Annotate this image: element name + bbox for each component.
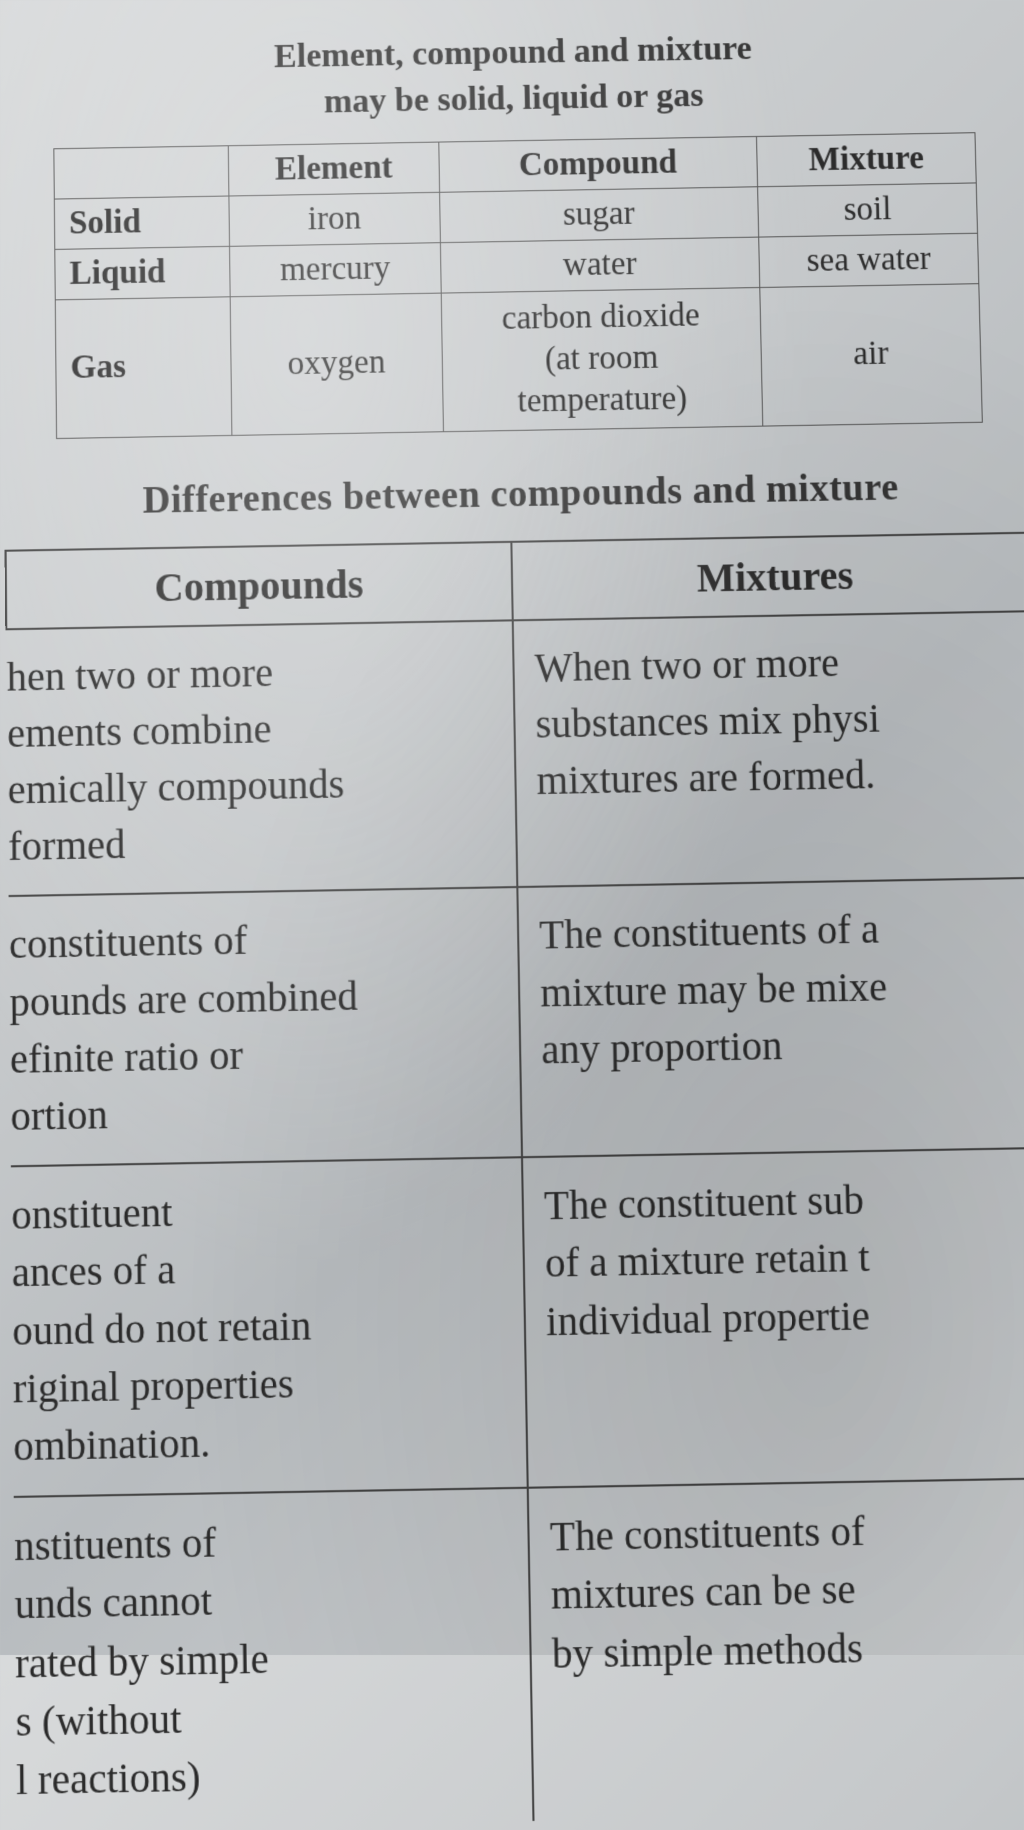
cell: soil xyxy=(758,183,978,237)
cell: hen two or moreements combineemically co… xyxy=(6,620,517,896)
header-element: Element xyxy=(228,142,439,196)
header-mixtures: Mixtures xyxy=(511,532,1024,620)
differences-table: Compounds Mixtures hen two or moreements… xyxy=(5,531,1024,1830)
page: Element, compound and mixture may be sol… xyxy=(0,0,1024,1830)
cell: sea water xyxy=(759,233,979,287)
cell: When two or moresubstances mix physimixt… xyxy=(512,611,1024,888)
cell: iron xyxy=(229,192,440,246)
header-mixture: Mixture xyxy=(756,132,976,186)
states-table: Element Compound Mixture Solid iron suga… xyxy=(53,132,983,439)
cell: carbon dioxide(at roomtemperature) xyxy=(441,287,763,431)
cell: The constituents of amixture may be mixe… xyxy=(517,878,1024,1157)
cell: air xyxy=(760,283,983,425)
state-gas: Gas xyxy=(55,297,232,438)
table-row: nstituents ofunds cannotrated by simples… xyxy=(14,1478,1024,1830)
cell: sugar xyxy=(439,187,759,243)
table-row: Gas oxygen carbon dioxide(at roomtempera… xyxy=(55,283,982,438)
cell: constituents ofpounds are combinedefinit… xyxy=(9,888,522,1167)
state-solid: Solid xyxy=(54,196,229,249)
cell: The constituents ofmixtures can be seby … xyxy=(527,1478,1024,1821)
cell: The constituent subof a mixture retain t… xyxy=(522,1148,1024,1488)
table-row: hen two or moreements combineemically co… xyxy=(6,611,1024,897)
heading-line-2: may be solid, liquid or gas xyxy=(1,67,1024,131)
main-heading: Element, compound and mixture may be sol… xyxy=(0,21,1024,131)
state-liquid: Liquid xyxy=(55,246,231,300)
cell: water xyxy=(440,237,760,293)
cell: nstituents ofunds cannotrated by simples… xyxy=(14,1488,534,1830)
cell: onstituentances of aound do not retainri… xyxy=(11,1157,528,1497)
header-compound: Compound xyxy=(438,136,757,192)
heading-line-1: Element, compound and mixture xyxy=(274,30,752,75)
cell: oxygen xyxy=(230,293,443,435)
header-compounds: Compounds xyxy=(6,541,513,629)
table-row: onstituentances of aound do not retainri… xyxy=(11,1148,1024,1497)
cell: mercury xyxy=(230,242,441,296)
differences-heading: Differences between compounds and mixtur… xyxy=(4,462,1024,525)
table-row: constituents ofpounds are combinedefinit… xyxy=(9,878,1024,1166)
header-empty xyxy=(54,146,229,199)
